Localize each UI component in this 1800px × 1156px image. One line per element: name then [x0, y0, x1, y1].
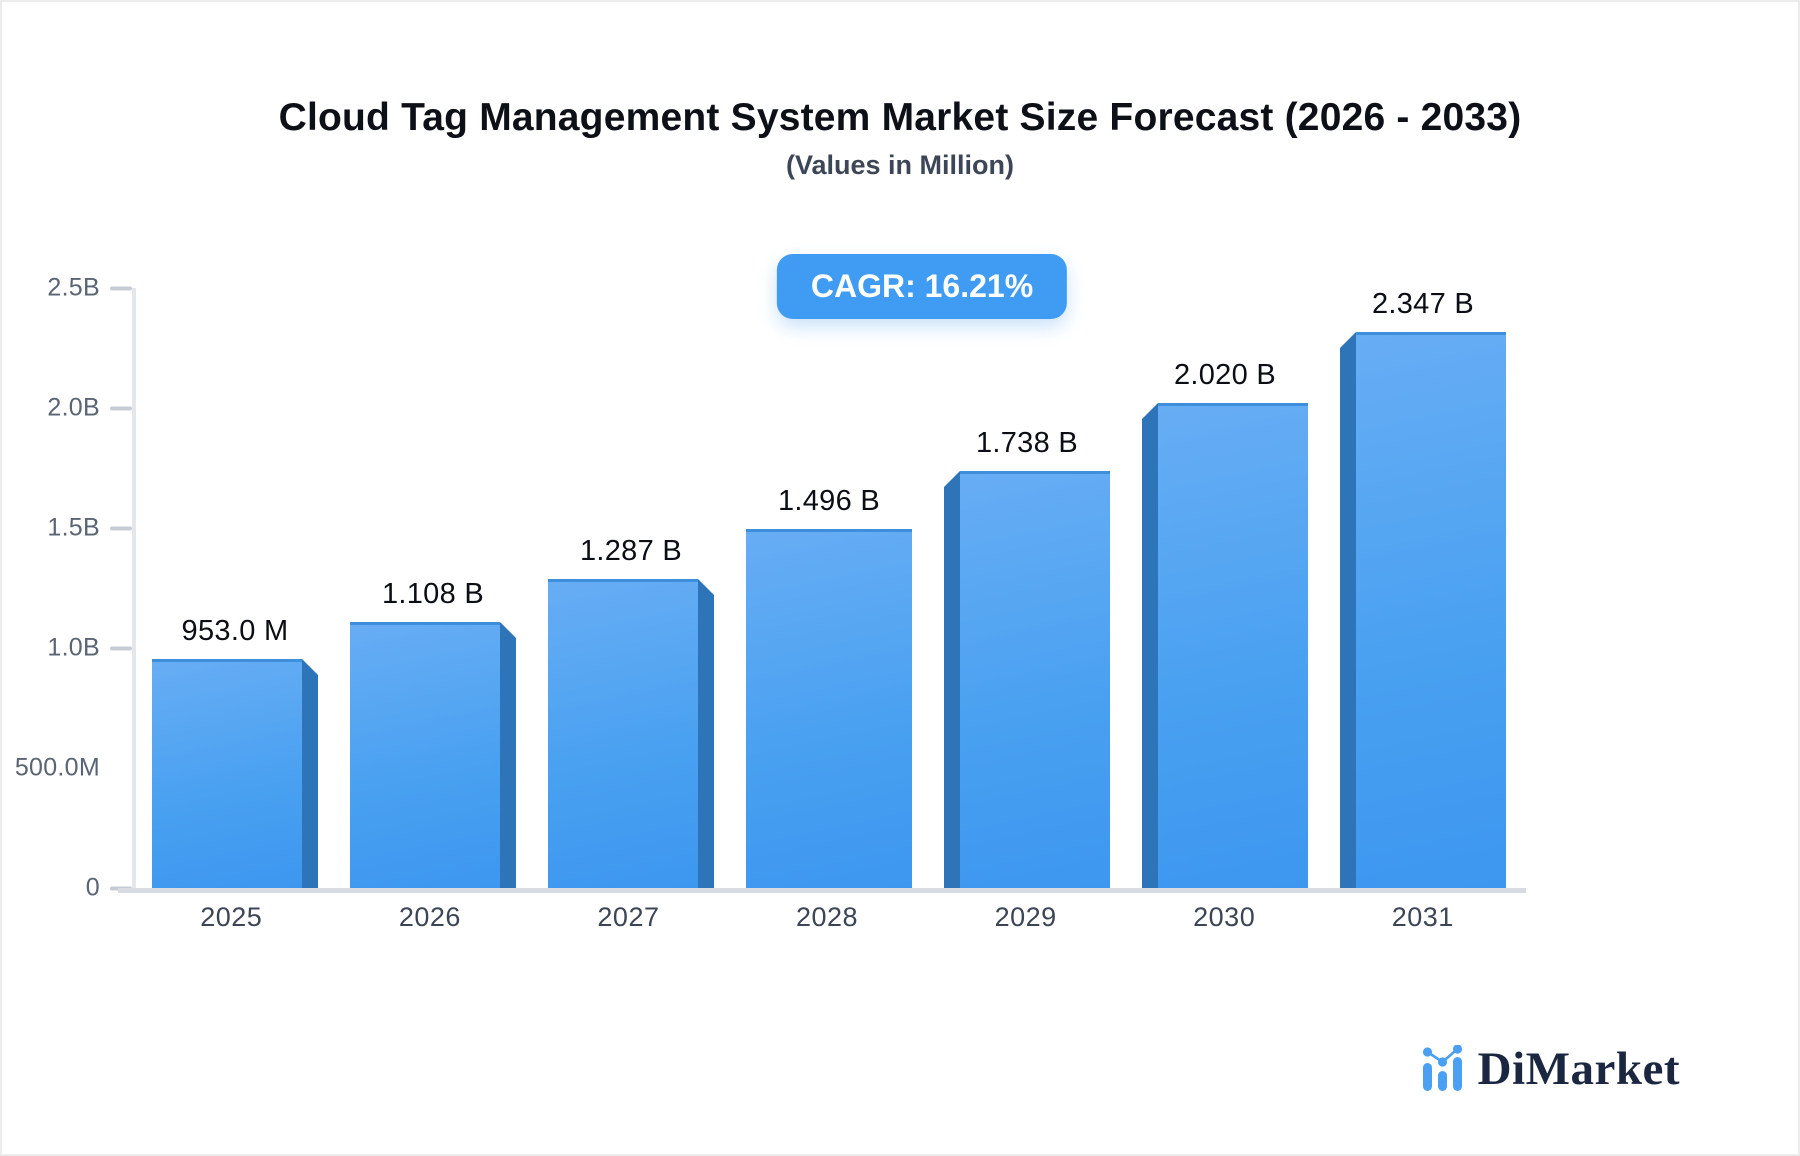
y-tick-2.5B: 2.5B	[2, 273, 132, 303]
x-axis-label-2026: 2026	[398, 902, 461, 932]
brand-name: DiMarket	[1477, 1043, 1680, 1095]
y-tick-2.0B: 2.0B	[2, 393, 132, 423]
bar-slot-2028: 1.496 B	[730, 288, 928, 888]
bar-face-2025	[152, 659, 302, 888]
bar-side-2029	[944, 471, 960, 888]
bar-chart-logo-icon	[1422, 1045, 1462, 1091]
bar-value-label-2025: 953.0 M	[181, 615, 289, 647]
bar-2031[interactable]	[1340, 332, 1506, 888]
bar-face-2027	[548, 579, 698, 888]
bar-slot-2026: 1.108 B	[334, 288, 532, 888]
bar-side-2031	[1340, 332, 1356, 888]
bar-side-2030	[1142, 403, 1158, 888]
bar-value-label-2027: 1.287 B	[579, 535, 683, 567]
bar-face-2026	[350, 622, 500, 888]
x-axis-label-2025: 2025	[200, 902, 263, 932]
y-tick-0: 0	[2, 873, 132, 903]
y-tick-mark	[110, 406, 132, 410]
x-axis-label-2031: 2031	[1391, 902, 1454, 932]
x-axis-label-2027: 2027	[597, 902, 660, 932]
chart-title: Cloud Tag Management System Market Size …	[278, 96, 1522, 139]
y-axis: 0 500.0M 1.0B 1.5B 2.0B 2.5B	[15, 274, 132, 902]
x-axis-labels: 2025 2026 2027 2028 2029 2030 2031	[132, 902, 1522, 933]
bar-face-2028	[746, 529, 912, 888]
x-axis-label-2028: 2028	[795, 902, 859, 932]
y-tick-label: 500.0M	[14, 753, 100, 782]
bar-2027[interactable]	[548, 579, 714, 888]
bar-face-2029	[960, 471, 1110, 888]
y-tick-label: 2.0B	[47, 393, 100, 422]
bar-slot-2031: 2.347 B	[1324, 288, 1522, 888]
y-tick-1.5B: 1.5B	[2, 513, 132, 543]
bar-value-label-2026: 1.108 B	[381, 578, 485, 610]
bar-2029[interactable]	[944, 471, 1110, 888]
y-tick-label: 2.5B	[47, 273, 100, 302]
y-tick-label: 1.0B	[47, 633, 100, 662]
bar-face-2031	[1356, 332, 1506, 888]
y-tick-500.0M: 500.0M	[2, 753, 132, 783]
bar-2025[interactable]	[152, 659, 318, 888]
chart-subtitle: (Values in Million)	[785, 150, 1015, 180]
bar-2026[interactable]	[350, 622, 516, 888]
bar-side-2025	[302, 659, 318, 888]
brand-logo: DiMarket	[1420, 1042, 1680, 1096]
bar-slot-2029: 1.738 B	[928, 288, 1126, 888]
bar-slot-2030: 2.020 B	[1126, 288, 1324, 888]
bar-side-2026	[500, 622, 516, 888]
y-tick-mark	[110, 646, 132, 650]
bar-slot-2027: 1.287 B	[532, 288, 730, 888]
y-tick-label: 0	[85, 873, 100, 902]
bar-face-2030	[1158, 403, 1308, 888]
bar-2028[interactable]	[746, 529, 912, 888]
x-axis-label-2030: 2030	[1193, 902, 1256, 932]
y-tick-mark	[110, 526, 132, 530]
bar-slot-2025: 953.0 M	[136, 288, 334, 888]
plot-area: 953.0 M 1.108 B 1.287 B 1.496 B 1.738 B 2.020…	[118, 288, 1526, 893]
bars-group: 953.0 M 1.108 B 1.287 B 1.496 B 1.738 B 2.020…	[136, 288, 1522, 888]
bar-side-2027	[698, 579, 714, 888]
y-tick-label: 1.5B	[47, 513, 100, 542]
bar-value-label-2029: 1.738 B	[975, 427, 1079, 459]
cagr-badge: CAGR: 16.21%	[776, 254, 1068, 319]
y-tick-1.0B: 1.0B	[2, 633, 132, 663]
x-axis-label-2029: 2029	[994, 902, 1057, 932]
bar-value-label-2028: 1.496 B	[777, 485, 881, 517]
bar-2030[interactable]	[1142, 403, 1308, 888]
bar-value-label-2030: 2.020 B	[1173, 359, 1277, 391]
y-tick-mark	[110, 286, 132, 290]
bar-value-label-2031: 2.347 B	[1371, 288, 1475, 320]
x-axis-baseline	[118, 888, 1526, 893]
chart-area: 0 500.0M 1.0B 1.5B 2.0B 2.5B 953.0 M 1.108 B 1.…	[15, 274, 1526, 902]
